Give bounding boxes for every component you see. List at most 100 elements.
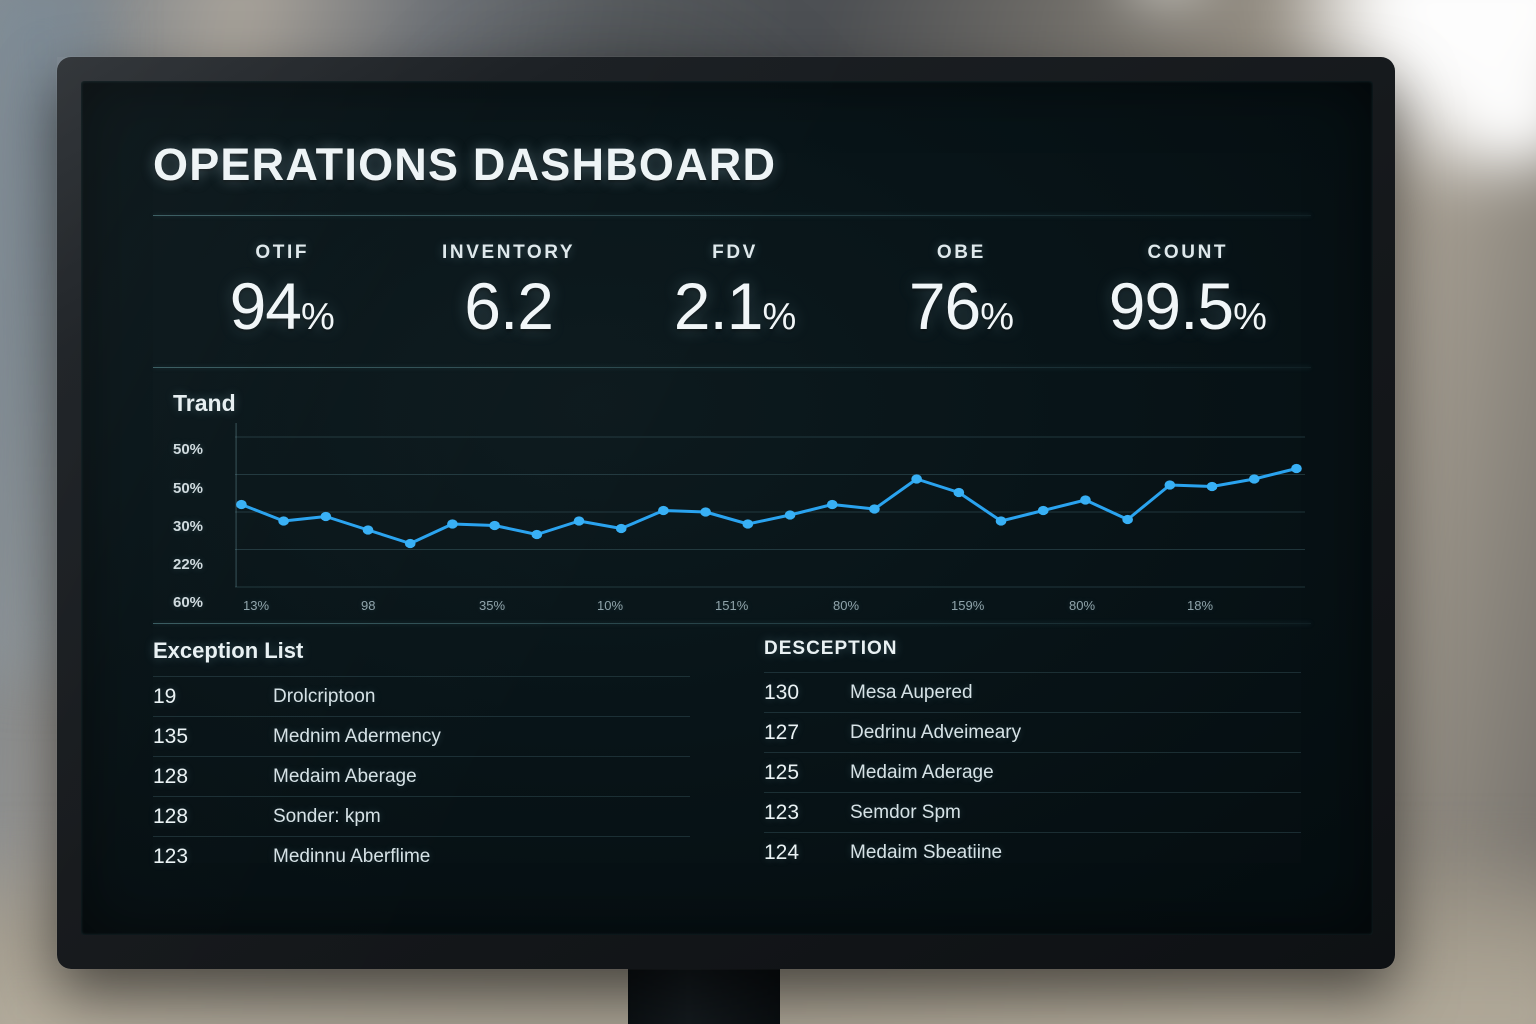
chart-data-point[interactable] [236, 500, 247, 510]
chart-data-point[interactable] [615, 524, 627, 534]
kpi-number: 94 [229, 269, 302, 343]
x-axis-tick: 18% [1187, 598, 1214, 614]
list-item-description: Medinnu Aberflime [273, 845, 431, 867]
chart-data-point[interactable] [1122, 515, 1133, 525]
kpi-row: OTIF 94% INVENTORY 6.2 FDV 2.1% OBE 76% … [153, 216, 1311, 367]
chart-data-point[interactable] [489, 521, 500, 531]
x-axis-tick: 98 [361, 598, 376, 614]
list-item[interactable]: 130 Mesa Aupered [764, 672, 1301, 712]
chart-title: Trand [173, 390, 236, 417]
kpi-value: 76% [848, 269, 1074, 343]
kpi-card-count[interactable]: COUNT 99.5% [1075, 242, 1301, 341]
kpi-number: 99.5 [1108, 269, 1234, 343]
list-item-description: Dedrinu Adveimeary [850, 721, 1022, 743]
kpi-number: 76 [908, 269, 981, 343]
x-axis-tick: 10% [597, 598, 624, 614]
chart-data-point[interactable] [1164, 480, 1176, 490]
x-axis-tick: 35% [479, 598, 506, 614]
kpi-divider [153, 367, 1311, 369]
chart-data-point[interactable] [784, 510, 796, 520]
exception-list-panel: Exception List 19 Drolcriptoon 135 Mednim A… [153, 638, 730, 876]
kpi-label: OBE [936, 242, 986, 263]
chart-data-point[interactable] [1080, 495, 1091, 505]
chart-canvas [235, 437, 1305, 587]
kpi-label: FDV [712, 242, 758, 263]
kpi-value: 6.2 [395, 271, 621, 341]
chart-data-point[interactable] [573, 516, 585, 526]
kpi-card-obe[interactable]: OBE 76% [848, 242, 1074, 341]
chart-data-point[interactable] [995, 516, 1007, 526]
kpi-label: COUNT [1147, 242, 1229, 263]
chart-data-point[interactable] [953, 488, 965, 498]
kpi-card-inventory[interactable]: INVENTORY 6.2 [395, 242, 621, 341]
list-item[interactable]: 19 Drolcriptoon [153, 676, 690, 716]
kpi-card-otif[interactable]: OTIF 94% [169, 242, 395, 341]
list-item-number: 128 [153, 764, 189, 788]
chart-data-point[interactable] [1248, 474, 1260, 484]
y-axis-tick: 50% [173, 441, 204, 459]
list-item-number: 128 [153, 804, 189, 828]
list-item-description: Sonder: kpm [273, 805, 381, 827]
x-axis-tick: 80% [1069, 598, 1096, 614]
chart-data-point[interactable] [362, 525, 374, 535]
chart-y-axis: 50% 50% 30% 22% 60% [173, 437, 235, 613]
kpi-number: 2.1 [673, 269, 764, 343]
chart-series-line [241, 469, 1296, 544]
list-item[interactable]: 123 Medinnu Aberflime [153, 836, 690, 876]
chart-data-point[interactable] [447, 519, 458, 529]
trend-chart-block: Trand 50% 50% 30% 22% 60% 13% 98 35% 10% 151… [153, 368, 1311, 623]
chart-divider [153, 623, 1311, 625]
x-axis-tick: 159% [951, 598, 985, 614]
dashboard-screen: OPERATIONS DASHBOARD OTIF 94% INVENTORY … [81, 81, 1373, 935]
chart-data-point[interactable] [404, 539, 416, 549]
chart-data-point[interactable] [1206, 482, 1218, 492]
list-item-number: 125 [764, 760, 800, 784]
kpi-label: INVENTORY [442, 242, 576, 263]
list-item[interactable]: 125 Medaim Aderage [764, 752, 1301, 792]
chart-data-point[interactable] [320, 512, 332, 522]
chart-data-point[interactable] [1037, 506, 1049, 516]
kpi-unit: % [301, 296, 335, 338]
chart-data-point[interactable] [1291, 464, 1302, 474]
list-item[interactable]: 135 Mednim Adermency [153, 716, 690, 756]
kpi-card-fdv[interactable]: FDV 2.1% [622, 242, 848, 341]
chart-data-point[interactable] [658, 506, 669, 516]
monitor-bezel: OPERATIONS DASHBOARD OTIF 94% INVENTORY … [57, 57, 1395, 969]
list-item-number: 123 [764, 800, 800, 824]
list-item-number: 135 [153, 724, 189, 748]
y-axis-tick: 30% [173, 517, 204, 535]
x-axis-tick: 151% [715, 598, 749, 614]
kpi-unit: % [1233, 296, 1267, 338]
description-list-title: DESCEPTION [764, 638, 898, 660]
y-axis-tick: 60% [173, 594, 204, 612]
chart-data-point[interactable] [531, 530, 543, 540]
page-title: OPERATIONS DASHBOARD [153, 139, 777, 190]
chart-data-point[interactable] [742, 519, 754, 529]
y-axis-tick: 50% [173, 479, 204, 497]
y-axis-tick: 22% [173, 556, 204, 574]
chart-data-point[interactable] [700, 507, 711, 517]
chart-data-point[interactable] [911, 474, 922, 484]
trend-line-chart[interactable] [235, 437, 1305, 587]
list-item[interactable]: 124 Medaim Sbeatiine [764, 832, 1301, 872]
kpi-label: OTIF [255, 242, 310, 263]
list-item[interactable]: 128 Medaim Aberage [153, 756, 690, 796]
chart-data-point[interactable] [826, 500, 838, 510]
kpi-unit: % [980, 296, 1015, 338]
kpi-value: 2.1% [622, 269, 848, 343]
kpi-value: 99.5% [1075, 269, 1301, 343]
list-item-number: 127 [764, 720, 800, 744]
list-item[interactable]: 127 Dedrinu Adveimeary [764, 712, 1301, 752]
list-item[interactable]: 128 Sonder: kpm [153, 796, 690, 836]
chart-data-point[interactable] [278, 516, 289, 526]
list-item-number: 124 [764, 840, 800, 864]
chart-x-axis: 13% 98 35% 10% 151% 80% 159% 80% 18% [235, 598, 1305, 613]
x-axis-tick: 13% [243, 598, 270, 614]
list-item-description: Mesa Aupered [850, 681, 973, 703]
kpi-value: 94% [169, 269, 395, 343]
list-item-number: 123 [153, 844, 189, 868]
chart-data-point[interactable] [869, 504, 880, 514]
list-item[interactable]: 123 Semdor Spm [764, 792, 1301, 832]
list-item-description: Medaim Aberage [273, 765, 417, 787]
